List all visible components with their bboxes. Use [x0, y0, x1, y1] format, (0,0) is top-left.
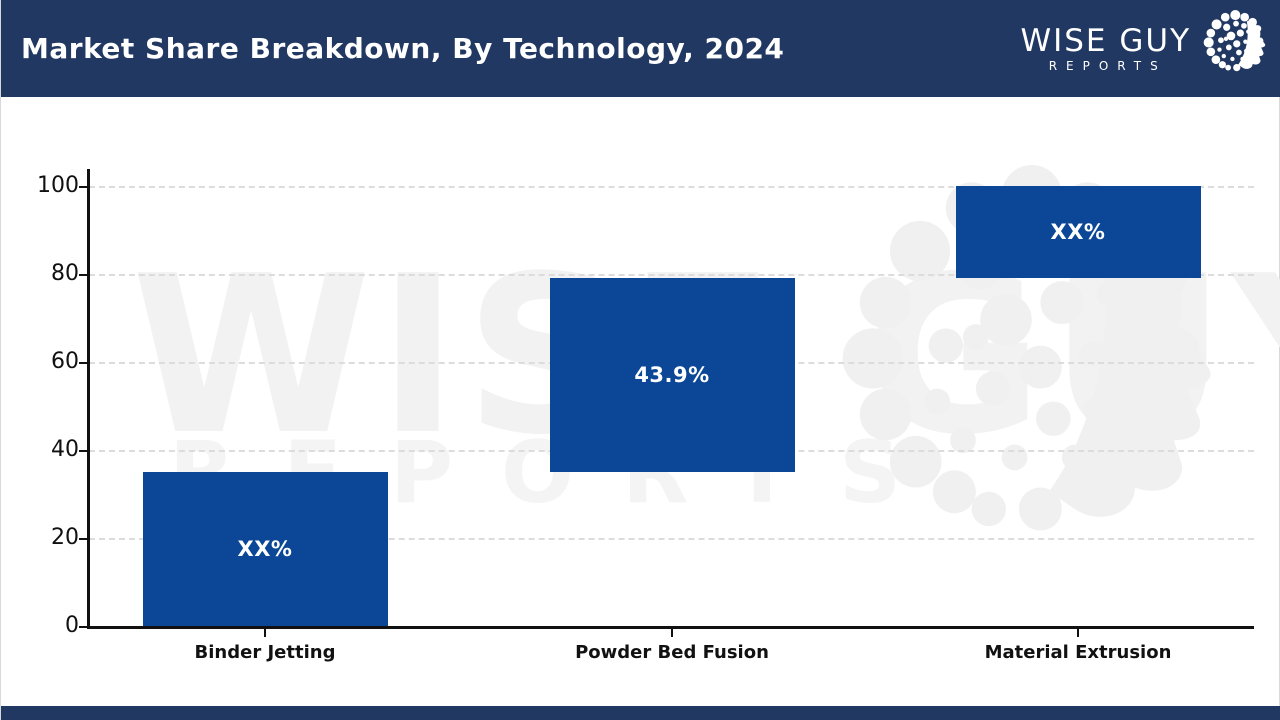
bar-binder-jetting: XX%	[142, 471, 388, 626]
x-tick-mark	[264, 629, 266, 637]
y-tick-label-80: 80	[51, 261, 79, 286]
y-tick-label-100: 100	[37, 173, 79, 198]
brand-logo-text: WISE GUY REPORTS	[1020, 25, 1191, 74]
y-tick-label-60: 60	[51, 349, 79, 374]
y-tick-label-20: 20	[51, 525, 79, 550]
x-category-label: Material Extrusion	[984, 642, 1172, 663]
bar-powder-bed-fusion: 43.9%	[549, 278, 795, 472]
y-tick-mark	[79, 538, 87, 540]
brand-name: WISE GUY	[1020, 22, 1191, 59]
y-tick-mark	[79, 274, 87, 276]
bar-value-label: XX%	[237, 536, 293, 561]
y-tick-mark	[79, 450, 87, 452]
bar-value-label: XX%	[1050, 220, 1106, 245]
header-bar: Market Share Breakdown, By Technology, 2…	[1, 0, 1280, 97]
bar-value-label: 43.9%	[634, 362, 710, 387]
y-tick-mark	[79, 626, 87, 628]
chart-title: Market Share Breakdown, By Technology, 2…	[21, 32, 785, 65]
x-category-label: Powder Bed Fusion	[575, 642, 769, 663]
brand-logo: WISE GUY REPORTS	[1020, 6, 1267, 92]
gridline-100	[89, 186, 1254, 188]
x-tick-mark	[1077, 629, 1079, 637]
y-axis-line	[87, 169, 90, 629]
x-axis-line	[87, 626, 1254, 629]
brand-face-icon	[1195, 10, 1267, 88]
gridline-20	[89, 538, 1254, 540]
x-category-label: Binder Jetting	[194, 642, 336, 663]
footer-bar	[1, 706, 1280, 720]
y-tick-mark	[79, 362, 87, 364]
y-tick-label-0: 0	[65, 613, 79, 638]
x-tick-mark	[671, 629, 673, 637]
y-tick-label-40: 40	[51, 437, 79, 462]
chart-area: XX% 43.9% XX% 0 20 40 60 80 100 Binder Jetting Pow…	[1, 97, 1280, 706]
bar-material-extrusion: XX%	[955, 186, 1201, 279]
gridline-80	[89, 274, 1254, 276]
brand-subname: REPORTS	[1048, 59, 1167, 74]
y-tick-mark	[79, 186, 87, 188]
